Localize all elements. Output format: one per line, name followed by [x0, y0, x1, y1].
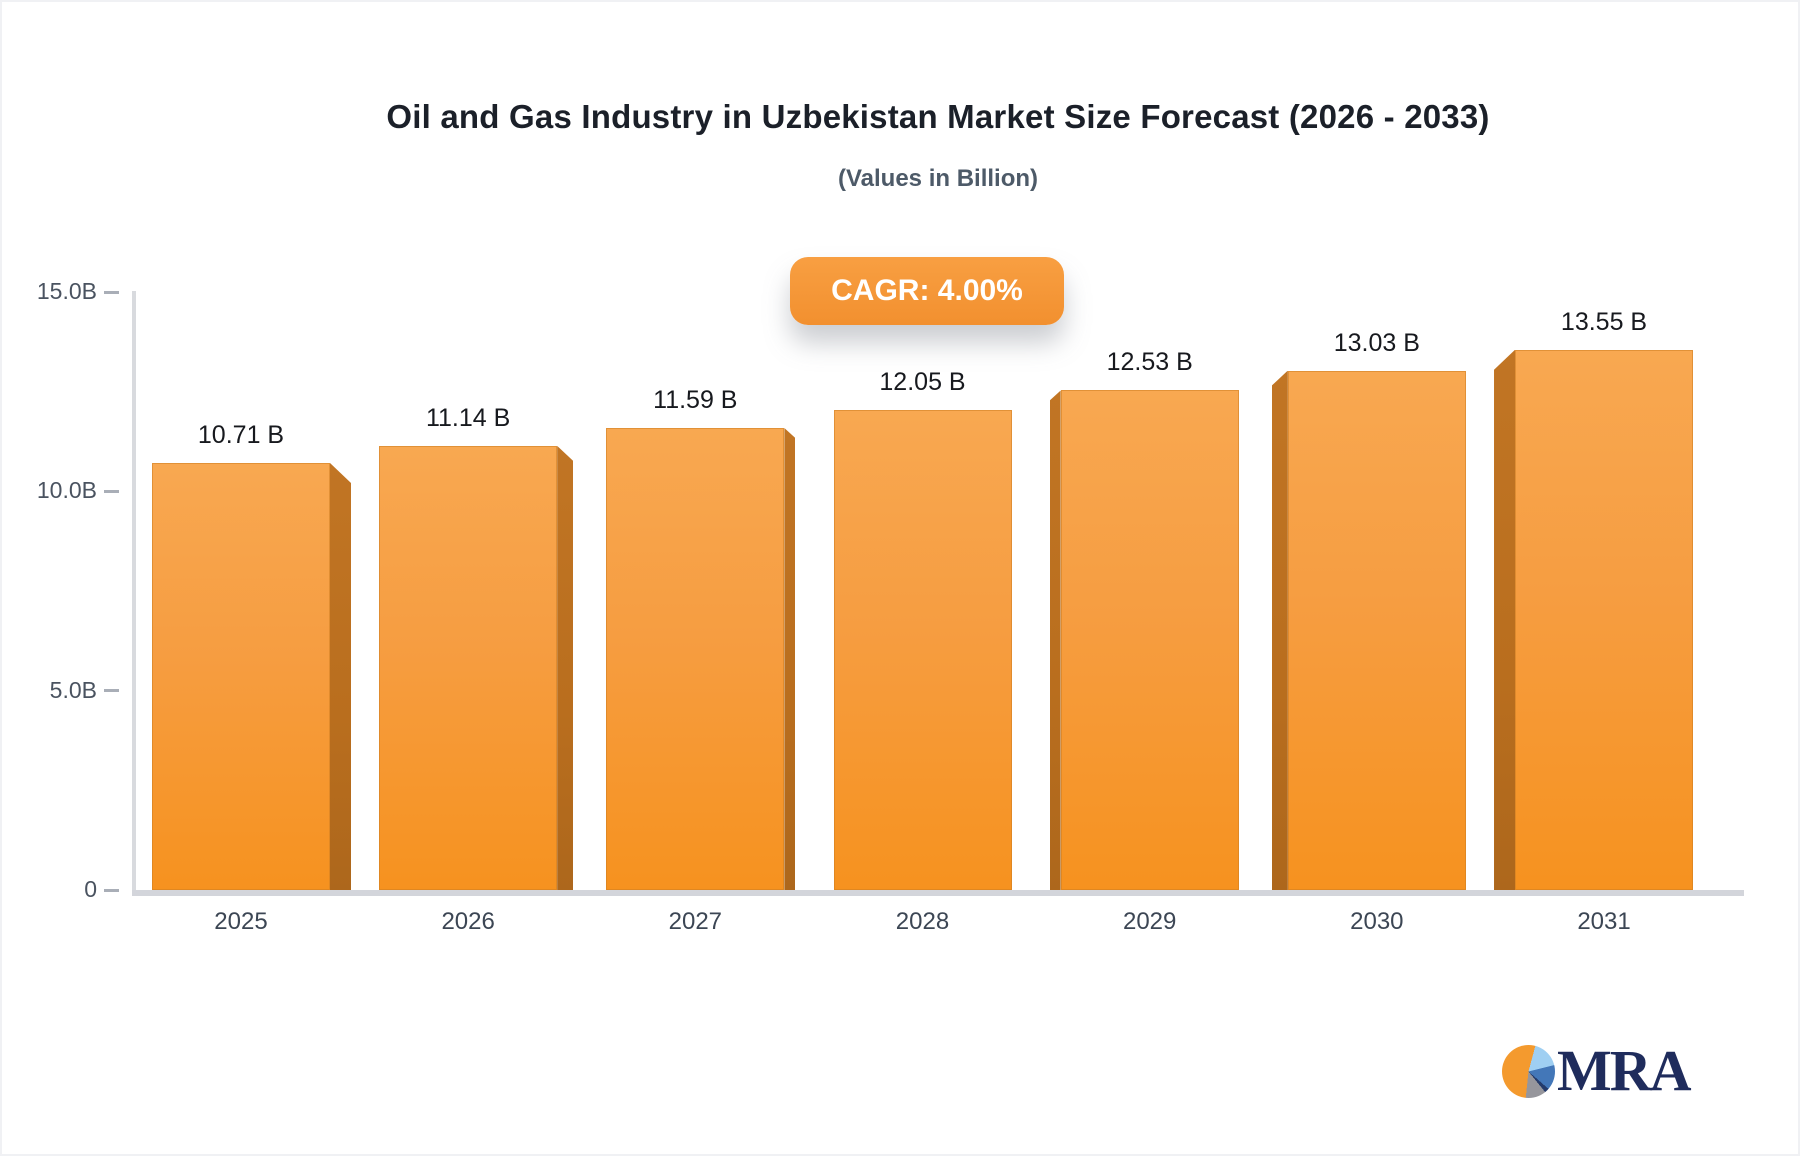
y-tick-label: 10.0B [36, 477, 97, 504]
bar-side-shadow [1049, 390, 1061, 890]
bar-2031 [1515, 349, 1694, 890]
pie-chart-icon [1502, 1044, 1555, 1098]
bar-value-label: 12.53 B [1106, 348, 1193, 377]
y-tick-label: 15.0B [36, 278, 97, 304]
chart-title: Oil and Gas Industry in Uzbekistan Marke… [386, 98, 1490, 135]
bar-2029 [1060, 390, 1239, 890]
logo-text: MRA [1557, 1038, 1692, 1103]
bar-value-label: 12.05 B [879, 367, 966, 396]
bar-value-label: 11.59 B [653, 385, 738, 414]
y-axis-line [132, 291, 136, 892]
x-tick-label: 2028 [895, 908, 950, 935]
bar-2027 [606, 427, 785, 890]
bar-side-shadow [330, 463, 351, 890]
bar-value-label: 10.71 B [197, 421, 285, 450]
y-tick-label: 5.0B [49, 676, 97, 703]
bar-side-shadow [1271, 370, 1288, 890]
x-tick-label: 2030 [1350, 908, 1404, 935]
bar-value-label: 13.55 B [1560, 307, 1648, 336]
cagr-badge-label: CAGR: 4.00% [831, 274, 1023, 307]
cagr-badge: CAGR: 4.00% [790, 257, 1064, 325]
chart-subtitle: (Values in Billion) [837, 165, 1039, 192]
x-tick-label: 2027 [668, 908, 723, 935]
bar-2025 [152, 463, 330, 890]
bar-value-label: 13.03 B [1333, 328, 1420, 357]
mra-logo: MRA [1502, 1038, 1692, 1103]
y-tick-mark [104, 489, 119, 493]
y-tick-mark [104, 290, 119, 294]
x-tick-label: 2029 [1122, 908, 1177, 935]
y-tick-mark [104, 689, 119, 693]
y-tick-mark [104, 888, 119, 892]
bar-side-shadow [557, 445, 574, 890]
bar-2026 [379, 445, 558, 890]
x-tick-label: 2031 [1577, 908, 1631, 935]
x-axis-line [132, 890, 1744, 896]
bar-side-shadow [784, 427, 796, 890]
x-tick-label: 2026 [441, 908, 495, 935]
bar-side-shadow [1494, 349, 1516, 890]
y-tick-label: 0 [84, 876, 97, 902]
x-tick-label: 2025 [214, 908, 268, 935]
bar-2028 [833, 409, 1012, 890]
bar-value-label: 11.14 B [425, 403, 511, 432]
bar-2030 [1287, 370, 1466, 890]
